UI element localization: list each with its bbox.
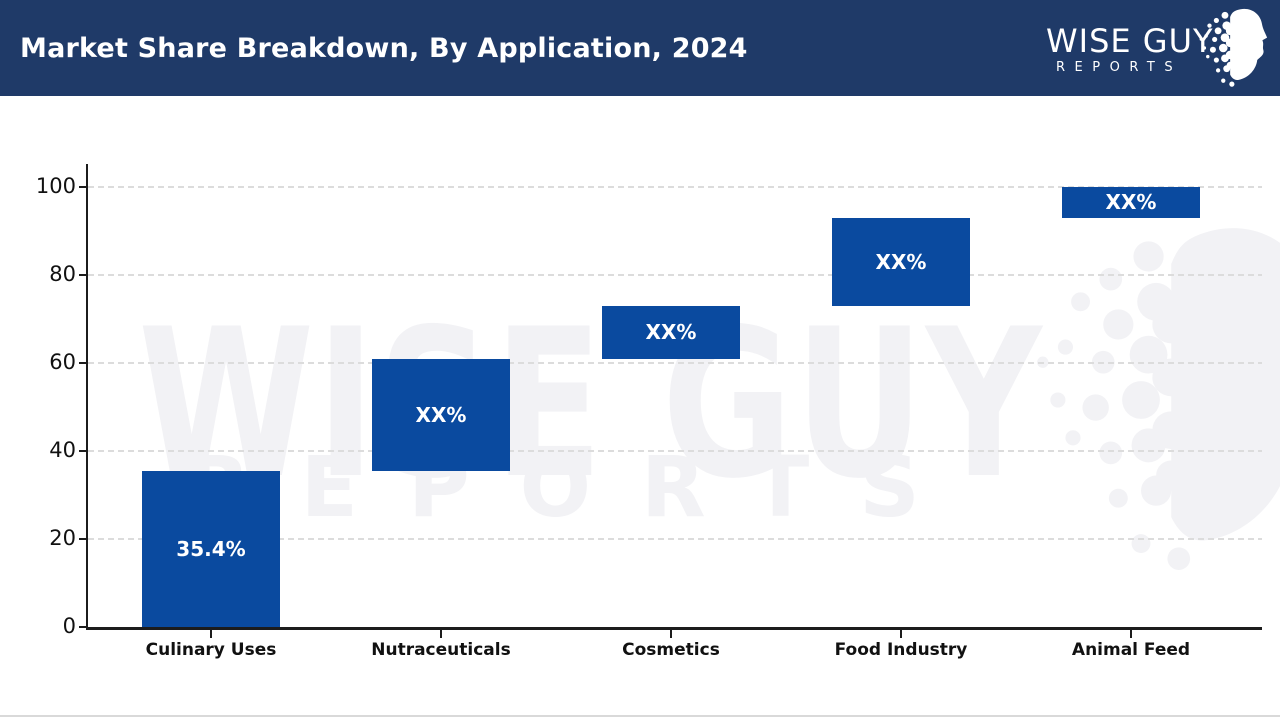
bar-value-label: XX% xyxy=(645,320,697,345)
bar-animal-feed: XX% xyxy=(1062,187,1200,218)
x-axis xyxy=(86,627,1262,630)
watermark-reports: REPORTS xyxy=(186,438,970,536)
gridline-100 xyxy=(88,186,1262,188)
gridline-60 xyxy=(88,362,1262,364)
x-tick-label: Food Industry xyxy=(834,640,968,660)
y-tick-label: 60 xyxy=(49,350,76,374)
x-tick-label: Cosmetics xyxy=(622,640,720,660)
footer-divider xyxy=(0,715,1280,717)
gridline-40 xyxy=(88,450,1262,452)
y-tick-0 xyxy=(79,626,87,628)
x-tick-label: Culinary Uses xyxy=(145,640,277,660)
x-tick xyxy=(210,630,212,638)
logo-subtitle: REPORTS xyxy=(1056,60,1183,75)
y-tick-label: 80 xyxy=(49,262,76,286)
x-tick-label: Nutraceuticals xyxy=(371,640,511,660)
bar-food-industry: XX% xyxy=(832,217,970,306)
bar-value-label: XX% xyxy=(415,402,467,427)
wiseguy-head-icon xyxy=(1199,8,1268,87)
bar-value-label: 35.4% xyxy=(176,537,246,562)
bar-value-label: XX% xyxy=(875,249,927,274)
y-tick-label: 20 xyxy=(49,526,76,550)
y-tick-label: 100 xyxy=(35,174,76,198)
bar-nutraceuticals: XX% xyxy=(372,358,510,472)
y-tick-label: 0 xyxy=(62,614,76,638)
x-tick xyxy=(670,630,672,638)
header-bar: Market Share Breakdown, By Application, … xyxy=(0,0,1280,96)
y-tick-20 xyxy=(79,538,87,540)
gridline-20 xyxy=(88,538,1262,540)
y-tick-60 xyxy=(79,362,87,364)
bar-culinary-uses: 35.4% xyxy=(142,471,280,627)
bar-value-label: XX% xyxy=(1105,190,1157,215)
bar-cosmetics: XX% xyxy=(602,305,740,359)
y-tick-label: 40 xyxy=(49,438,76,462)
x-tick xyxy=(440,630,442,638)
y-axis xyxy=(86,164,88,630)
y-tick-40 xyxy=(79,450,87,452)
x-tick-label: Animal Feed xyxy=(1071,640,1191,660)
watermark-head-icon xyxy=(1037,228,1280,570)
y-tick-80 xyxy=(79,274,87,276)
y-tick-100 xyxy=(79,186,87,188)
x-tick xyxy=(1130,630,1132,638)
logo-wordmark: WISE GUY xyxy=(1046,22,1214,60)
page-title: Market Share Breakdown, By Application, … xyxy=(20,32,748,64)
x-tick xyxy=(900,630,902,638)
gridline-80 xyxy=(88,274,1262,276)
